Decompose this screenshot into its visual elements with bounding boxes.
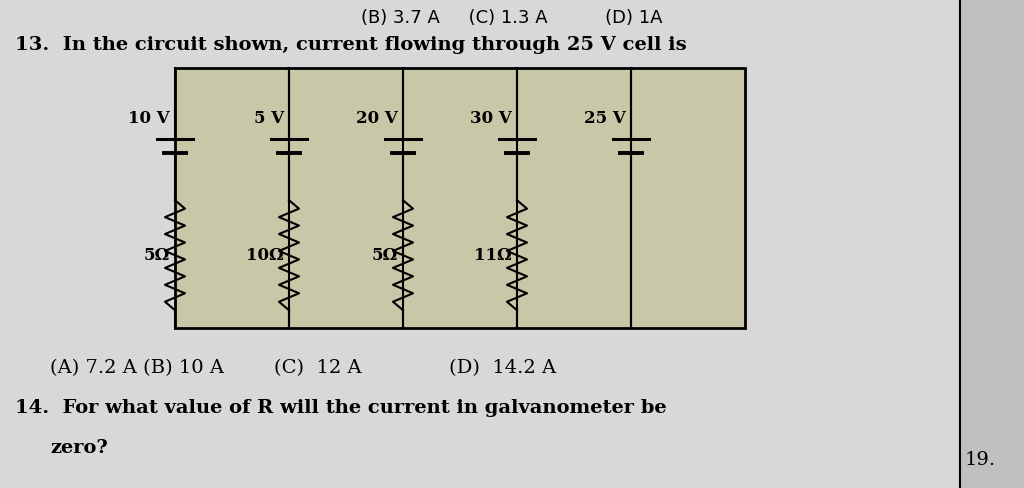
Bar	[175, 68, 745, 328]
Text: 19.: 19.	[965, 451, 995, 469]
Text: 10Ω: 10Ω	[246, 247, 284, 264]
Text: 11Ω: 11Ω	[474, 247, 512, 264]
Text: 5Ω: 5Ω	[372, 247, 398, 264]
Text: 5Ω: 5Ω	[143, 247, 170, 264]
Text: (B) 3.7 A     (C) 1.3 A          (D) 1A: (B) 3.7 A (C) 1.3 A (D) 1A	[361, 9, 663, 27]
Text: 5 V: 5 V	[254, 110, 284, 127]
Text: 25 V: 25 V	[585, 110, 626, 127]
Text: 13.  In the circuit shown, current flowing through 25 V cell is: 13. In the circuit shown, current flowin…	[15, 36, 687, 54]
Bar	[961, 0, 1024, 488]
Text: 14.  For what value of R will the current in galvanometer be: 14. For what value of R will the current…	[15, 399, 667, 417]
Text: 30 V: 30 V	[470, 110, 512, 127]
Text: 10 V: 10 V	[128, 110, 170, 127]
Text: (A) 7.2 A (B) 10 A        (C)  12 A              (D)  14.2 A: (A) 7.2 A (B) 10 A (C) 12 A (D) 14.2 A	[50, 359, 556, 377]
Text: 20 V: 20 V	[356, 110, 398, 127]
Text: zero?: zero?	[50, 439, 108, 457]
